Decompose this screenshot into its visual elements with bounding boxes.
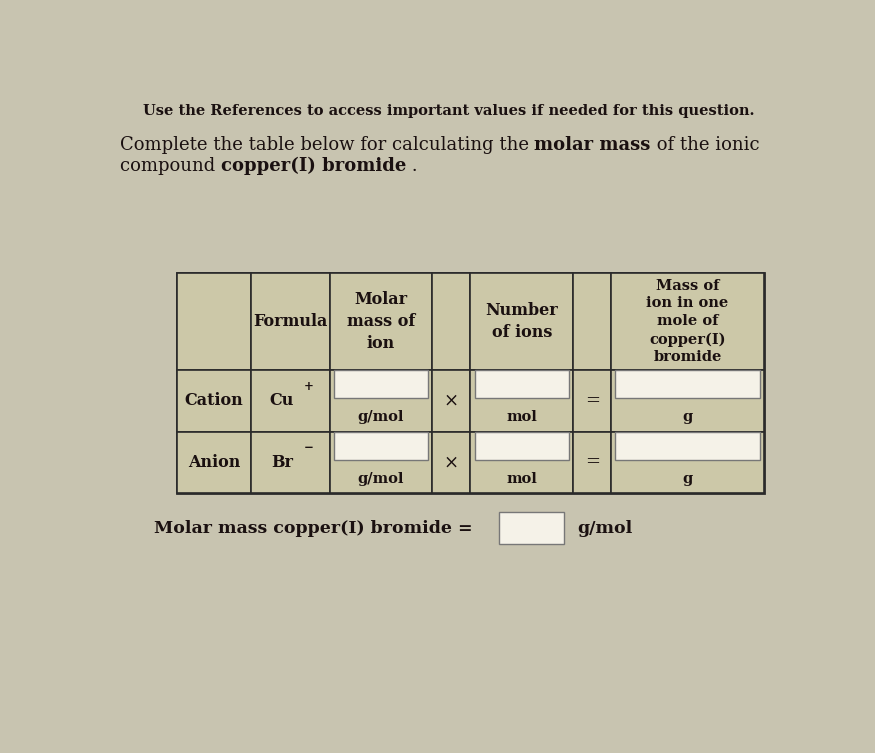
Text: Complete the table below for calculating the: Complete the table below for calculating… [120,136,535,154]
Text: Anion: Anion [187,454,240,471]
Text: =: = [584,392,599,410]
Bar [471,370,573,431]
Bar [474,370,569,398]
Text: Number
of ions: Number of ions [486,302,558,341]
Text: g/mol: g/mol [577,520,632,537]
Text: copper(I) bromide: copper(I) bromide [220,157,406,175]
Bar [177,273,764,493]
Text: g/mol: g/mol [358,410,404,424]
Text: compound: compound [120,157,220,175]
Text: Formula: Formula [253,313,327,330]
Text: ×: × [444,453,459,471]
Text: .: . [406,157,417,175]
Text: Mass of
ion in one
mole of
copper(I)
bromide: Mass of ion in one mole of copper(I) bro… [647,279,729,364]
Text: ×: × [444,392,459,410]
Text: g/mol: g/mol [358,471,404,486]
Bar [573,273,612,370]
Text: Br: Br [271,454,293,471]
Bar [333,370,428,398]
Bar [432,370,471,431]
Bar [330,431,432,493]
Bar [612,431,764,493]
Bar [330,273,432,370]
Text: =: = [584,453,599,471]
Text: mol: mol [507,471,537,486]
Bar [573,431,612,493]
Text: +: + [304,380,314,393]
Bar [250,273,330,370]
Bar [177,370,250,431]
Text: g: g [682,410,693,424]
Bar [612,273,764,370]
Text: Cu: Cu [270,392,294,410]
Text: g: g [682,471,693,486]
Bar [615,370,760,398]
Bar [250,431,330,493]
Bar [177,273,250,370]
Bar [333,431,428,459]
Text: molar mass: molar mass [535,136,651,154]
Bar [330,370,432,431]
Bar [177,431,250,493]
Bar [573,370,612,431]
Bar [612,370,764,431]
Text: −: − [304,441,314,455]
Text: Use the References to access important values if needed for this question.: Use the References to access important v… [143,104,754,117]
Text: mol: mol [507,410,537,424]
Bar [474,431,569,459]
Bar [471,431,573,493]
Text: Molar mass copper(I) bromide =: Molar mass copper(I) bromide = [153,520,473,537]
Text: Molar
mass of
ion: Molar mass of ion [346,291,415,352]
Bar [250,370,330,431]
Bar [471,273,573,370]
Bar [615,431,760,459]
Bar [500,513,564,544]
Text: Cation: Cation [185,392,243,410]
Bar [432,273,471,370]
Text: of the ionic: of the ionic [651,136,760,154]
Bar [432,431,471,493]
